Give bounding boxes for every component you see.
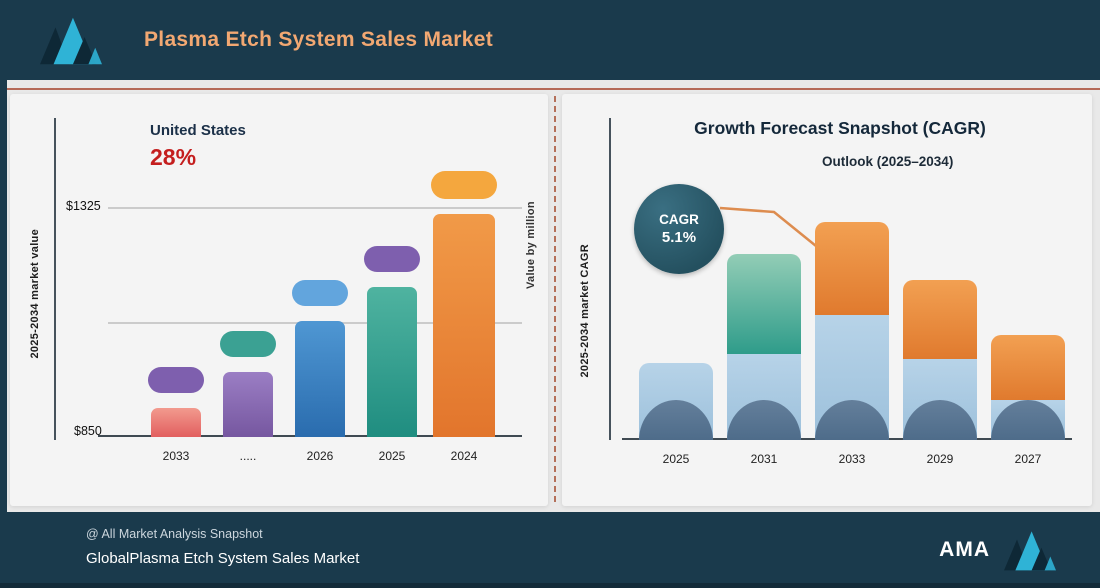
forecast-chart-column: 2033 <box>808 120 896 466</box>
right-y-axis-line <box>609 118 611 440</box>
right-y-axis-title-wrap: 2025-2034 market CAGR <box>576 206 594 416</box>
footer-ama-logo-icon <box>1004 529 1056 571</box>
us-chart-column: 2024 <box>428 117 500 463</box>
cagr-badge-label: CAGR <box>659 212 699 227</box>
cagr-badge-value: 5.1% <box>661 229 697 246</box>
forecast-chart-column: 2025 <box>632 120 720 466</box>
segment-top <box>903 280 977 359</box>
accent-divider-line <box>0 88 1100 90</box>
x-axis-label: 2026 <box>306 449 334 463</box>
footer-note: @ All Market Analysis Snapshot <box>86 527 263 541</box>
forecast-subtitle: Outlook (2025–2034) <box>822 154 954 169</box>
footer-brand-text: AMA <box>939 538 990 561</box>
x-axis-label: 2025 <box>378 449 406 463</box>
us-chart-columns: 2033..... 2026 2025 2024 <box>140 117 500 463</box>
left-y-axis-line <box>54 118 56 440</box>
bar-cap <box>220 331 276 357</box>
cagr-badge: CAGR 5.1% <box>634 184 724 274</box>
us-chart-column: 2025 <box>356 117 428 463</box>
x-axis-label: ..... <box>239 449 257 463</box>
segment-top <box>727 254 801 354</box>
us-chart-column: ..... <box>212 117 284 463</box>
forecast-chart-column: 2029 <box>896 120 984 466</box>
forecast-panel: Growth Forecast Snapshot (CAGR) Outlook … <box>562 94 1092 506</box>
value-by-million-label: Value by million <box>525 201 537 289</box>
right-y-axis-title: 2025-2034 market CAGR <box>579 244 591 378</box>
forecast-chart-column: 2031 <box>720 120 808 466</box>
page-title: Plasma Etch System Sales Market <box>144 28 493 51</box>
forecast-chart-column: 2027 <box>984 120 1072 466</box>
us-chart-column: 2026 <box>284 117 356 463</box>
footer: @ All Market Analysis Snapshot GlobalPla… <box>0 512 1100 588</box>
x-axis-label: 2027 <box>1014 452 1042 466</box>
header: Plasma Etch System Sales Market <box>0 0 1100 80</box>
bar-cap <box>292 280 348 306</box>
bar-2025 <box>367 287 417 437</box>
bar-cap <box>364 246 420 272</box>
x-axis-label: 2033 <box>838 452 866 466</box>
x-axis-label: 2031 <box>750 452 778 466</box>
bar-2024 <box>433 214 495 437</box>
bar-cap <box>148 367 204 393</box>
left-y-axis-title: 2025-2034 market value <box>29 229 41 359</box>
forecast-title: Growth Forecast Snapshot (CAGR) <box>694 118 986 138</box>
left-y-axis-title-wrap: 2025-2034 market value <box>26 194 44 394</box>
bar-2033 <box>151 408 201 437</box>
footer-brand: AMA <box>939 512 1056 588</box>
forecast-chart-columns: 2025 2031 2033 2029 2027 <box>632 120 1072 466</box>
x-axis-label: 2029 <box>926 452 954 466</box>
ama-logo-icon <box>40 15 102 65</box>
left-edge-strip <box>0 80 7 512</box>
y-tick-1325: $1325 <box>66 199 101 213</box>
gridline-1325 <box>108 207 522 209</box>
x-axis-label: 2033 <box>162 449 190 463</box>
growth-percent-label: 28% <box>150 144 197 170</box>
segment-top <box>815 222 889 315</box>
x-axis-label: 2025 <box>662 452 690 466</box>
bar-2026 <box>295 321 345 437</box>
x-axis-label: 2024 <box>450 449 478 463</box>
segment-top <box>991 335 1065 400</box>
footer-title: GlobalPlasma Etch System Sales Market <box>86 550 360 567</box>
bar-..... <box>223 372 273 437</box>
y-tick-850: $850 <box>74 424 102 438</box>
us-market-panel: United States 28% 2025-2034 market value… <box>10 94 548 506</box>
us-chart-column: 2033 <box>140 117 212 463</box>
region-label: United States <box>150 122 246 139</box>
panel-divider <box>554 96 556 502</box>
bar-cap <box>431 171 497 199</box>
